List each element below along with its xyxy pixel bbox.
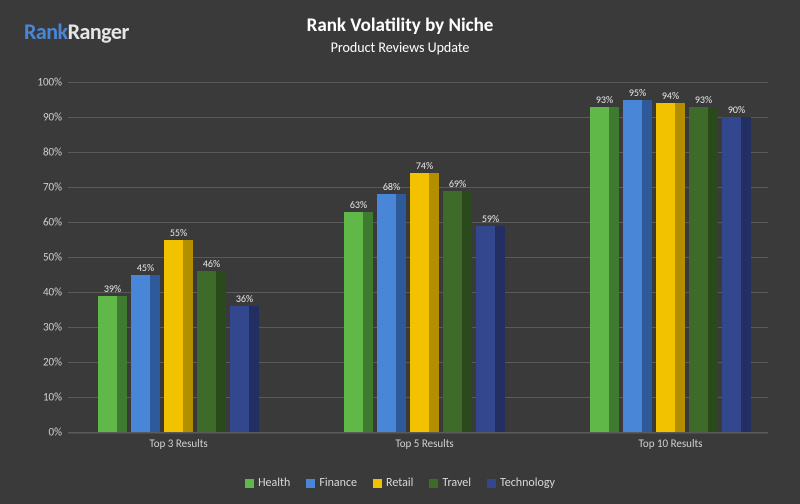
bar-group: 93%95%94%93%90%	[590, 82, 751, 432]
y-axis-tick: 20%	[12, 356, 62, 369]
x-axis-tick: Top 3 Results	[149, 437, 207, 450]
bar: 90%	[722, 117, 751, 432]
y-axis-tick: 10%	[12, 391, 62, 404]
legend-swatch	[429, 479, 438, 488]
bar: 46%	[197, 271, 226, 432]
x-axis-tick: Top 10 Results	[639, 437, 703, 450]
legend-label: Finance	[319, 476, 357, 490]
grid-line	[68, 432, 768, 433]
bar-value-label: 95%	[623, 86, 652, 99]
legend-swatch	[306, 479, 315, 488]
bar: 95%	[623, 100, 652, 433]
bar-value-label: 74%	[410, 159, 439, 172]
bar: 36%	[230, 306, 259, 432]
y-axis-tick: 70%	[12, 181, 62, 194]
bar: 68%	[377, 194, 406, 432]
bar: 39%	[98, 296, 127, 433]
bar: 94%	[656, 103, 685, 432]
chart-titles: Rank Volatility by Niche Product Reviews…	[0, 14, 800, 56]
y-axis-tick: 60%	[12, 216, 62, 229]
legend-label: Travel	[442, 476, 471, 490]
bar-value-label: 93%	[689, 93, 718, 106]
bar-value-label: 39%	[98, 282, 127, 295]
bar: 63%	[344, 212, 373, 433]
bar-value-label: 45%	[131, 261, 160, 274]
y-axis-tick: 90%	[12, 111, 62, 124]
y-axis-tick: 100%	[12, 76, 62, 89]
y-axis-tick: 80%	[12, 146, 62, 159]
y-axis-tick: 40%	[12, 286, 62, 299]
bar: 93%	[689, 107, 718, 433]
chart-subtitle: Product Reviews Update	[0, 39, 800, 56]
bar: 59%	[476, 226, 505, 433]
legend-item: Finance	[306, 476, 357, 490]
bar-value-label: 69%	[443, 177, 472, 190]
bar-value-label: 94%	[656, 89, 685, 102]
legend-item: Retail	[373, 476, 413, 490]
chart-legend: Health Finance Retail Travel Technology	[0, 476, 800, 490]
bar: 93%	[590, 107, 619, 433]
bar-value-label: 36%	[230, 292, 259, 305]
x-axis-tick: Top 5 Results	[395, 437, 453, 450]
bar-value-label: 55%	[164, 226, 193, 239]
legend-swatch	[245, 479, 254, 488]
bar-value-label: 93%	[590, 93, 619, 106]
bar-value-label: 90%	[722, 103, 751, 116]
bar: 55%	[164, 240, 193, 433]
legend-swatch	[373, 479, 382, 488]
bar: 45%	[131, 275, 160, 433]
legend-item: Travel	[429, 476, 471, 490]
bar: 74%	[410, 173, 439, 432]
chart-plot-area: 39%45%55%46%36%Top 3 Results63%68%74%69%…	[68, 82, 768, 432]
bar: 69%	[443, 191, 472, 433]
legend-item: Technology	[487, 476, 555, 490]
chart-title: Rank Volatility by Niche	[0, 14, 800, 37]
bar-value-label: 46%	[197, 257, 226, 270]
legend-item: Health	[245, 476, 290, 490]
bar-value-label: 63%	[344, 198, 373, 211]
bar-group: 39%45%55%46%36%	[98, 82, 259, 432]
y-axis-tick: 30%	[12, 321, 62, 334]
bar-group: 63%68%74%69%59%	[344, 82, 505, 432]
legend-label: Health	[258, 476, 290, 490]
bar-value-label: 68%	[377, 180, 406, 193]
bar-value-label: 59%	[476, 212, 505, 225]
y-axis-tick: 0%	[12, 426, 62, 439]
legend-label: Retail	[386, 476, 413, 490]
legend-label: Technology	[500, 476, 555, 490]
y-axis-tick: 50%	[12, 251, 62, 264]
legend-swatch	[487, 479, 496, 488]
